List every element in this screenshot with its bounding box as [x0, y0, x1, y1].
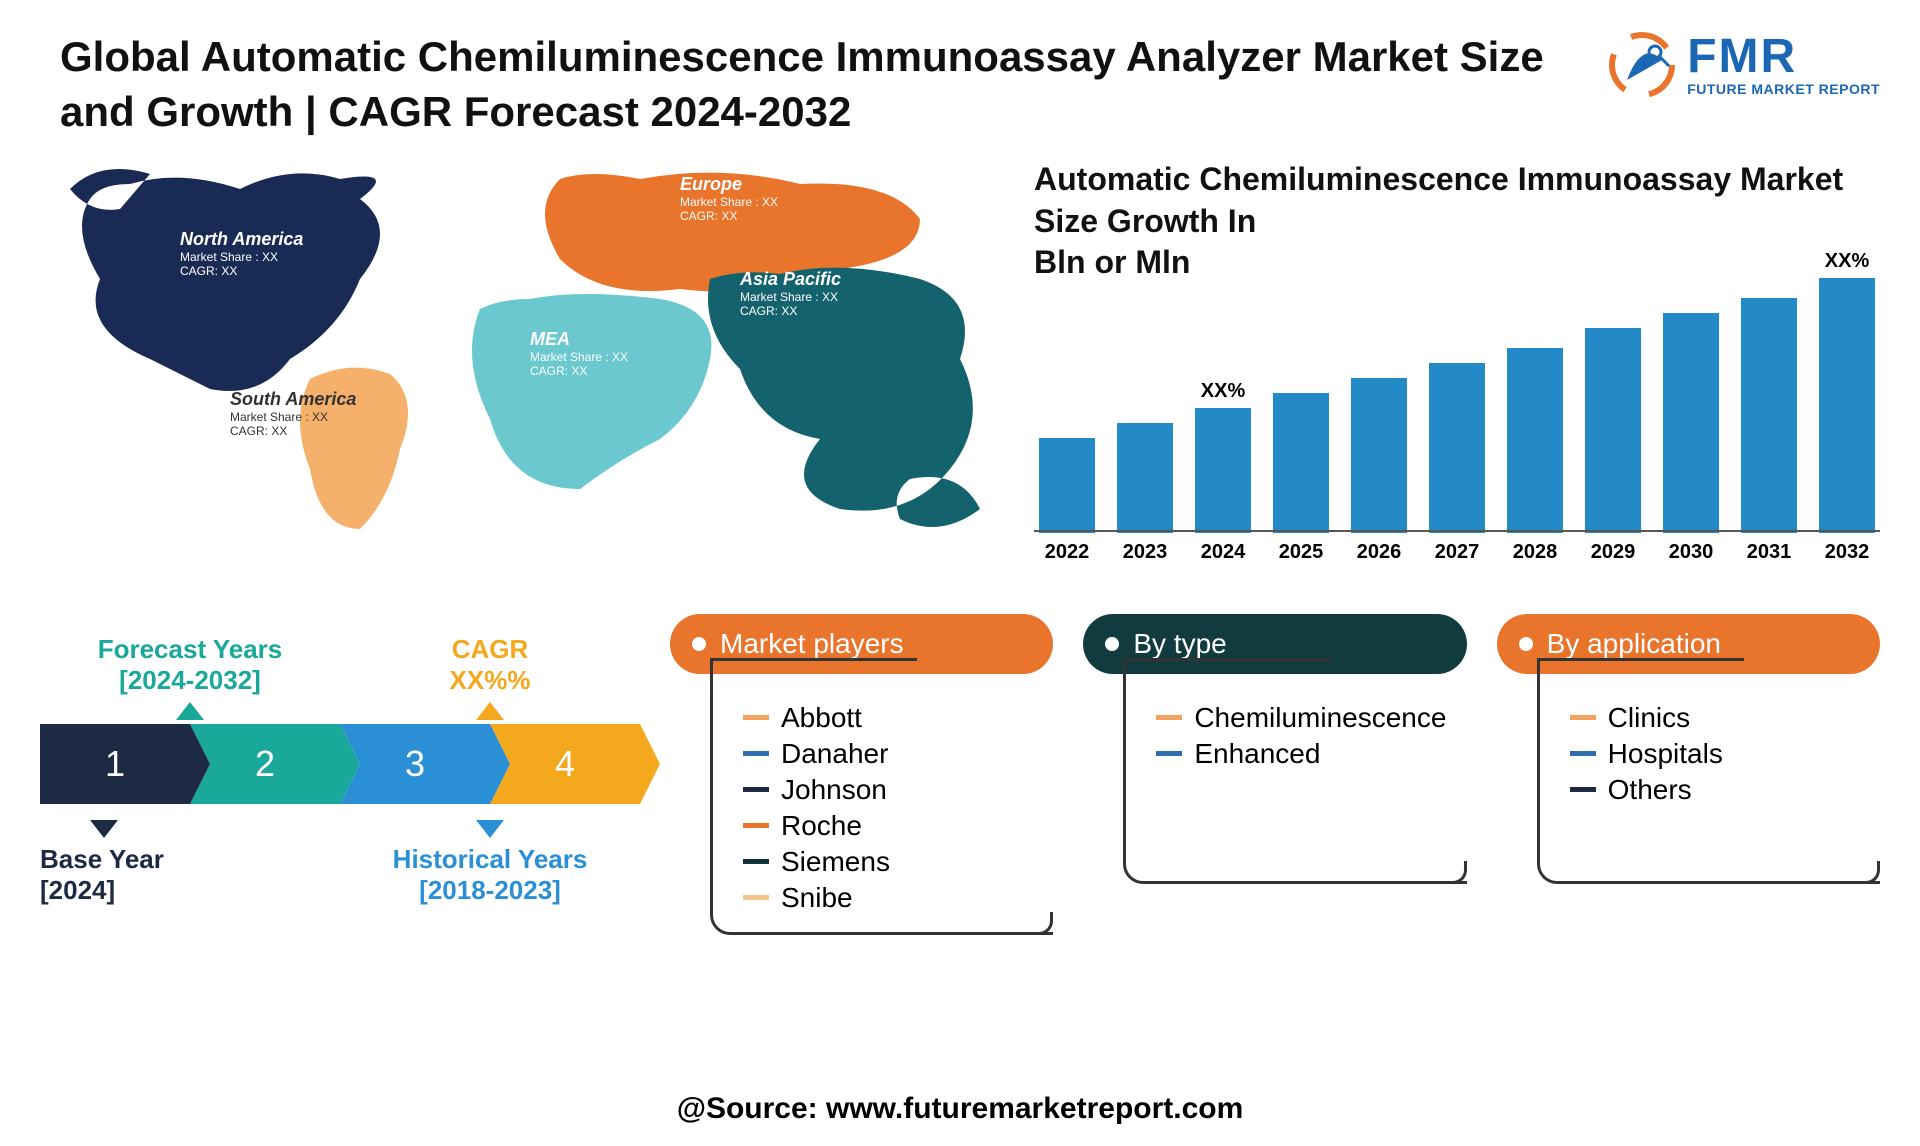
map-label-mea: MEAMarket Share : XXCAGR: XX — [530, 329, 628, 378]
list-item: Danaher — [743, 738, 1053, 770]
map-label-eu: EuropeMarket Share : XXCAGR: XX — [680, 174, 778, 223]
logo: FMR FUTURE MARKET REPORT — [1607, 30, 1880, 100]
bar-2029: 2029 — [1580, 300, 1646, 564]
list-item: Roche — [743, 810, 1053, 842]
dash-icon — [743, 895, 769, 900]
bar-2031: 2031 — [1736, 270, 1802, 564]
list-item: Hospitals — [1570, 738, 1880, 770]
bar-2028: 2028 — [1502, 320, 1568, 564]
cagr-label: CAGR XX%% — [340, 634, 640, 724]
growth-bar-chart: Automatic Chemiluminescence Immunoassay … — [1034, 159, 1880, 564]
page-title: Global Automatic Chemiluminescence Immun… — [60, 30, 1560, 139]
dot-icon — [1519, 637, 1533, 651]
logo-text-main: FMR — [1687, 33, 1880, 81]
dash-icon — [743, 859, 769, 864]
bar-2024: XX%2024 — [1190, 380, 1256, 564]
forecast-label: Forecast Years [2024-2032] — [40, 634, 340, 724]
bar-2032: XX%2032 — [1814, 250, 1880, 564]
dash-icon — [743, 787, 769, 792]
historical-label: Historical Years [2018-2023] — [340, 814, 640, 934]
chevron-step-3: 3 — [340, 724, 490, 804]
list-item: Abbott — [743, 702, 1053, 734]
arrow-up-icon — [176, 702, 204, 720]
world-map: North AmericaMarket Share : XXCAGR: XX So… — [60, 159, 994, 519]
chevron-step-4: 4 — [490, 724, 640, 804]
list-item: Others — [1570, 774, 1880, 806]
map-region-na — [70, 169, 380, 391]
bar-2022: 2022 — [1034, 410, 1100, 564]
bar-2025: 2025 — [1268, 365, 1334, 564]
market-players-column: Market players AbbottDanaherJohnsonRoche… — [670, 614, 1053, 935]
map-label-na: North AmericaMarket Share : XXCAGR: XX — [180, 229, 303, 278]
by-application-column: By application ClinicsHospitalsOthers — [1497, 614, 1880, 935]
list-item: Chemiluminescence — [1156, 702, 1466, 734]
arrow-up-icon — [476, 702, 504, 720]
by-type-column: By type ChemiluminescenceEnhanced — [1083, 614, 1466, 935]
dot-icon — [1105, 637, 1119, 651]
source-attribution: @Source: www.futuremarketreport.com — [0, 1092, 1920, 1126]
dash-icon — [1156, 751, 1182, 756]
dash-icon — [743, 715, 769, 720]
map-region-mea — [472, 294, 711, 489]
base-year-label: Base Year [2024] — [40, 814, 340, 934]
dash-icon — [743, 823, 769, 828]
chevron-step-1: 1 — [40, 724, 190, 804]
list-item: Johnson — [743, 774, 1053, 806]
list-item: Clinics — [1570, 702, 1880, 734]
bar-2030: 2030 — [1658, 285, 1724, 564]
list-item: Snibe — [743, 882, 1053, 914]
arrow-down-icon — [90, 820, 118, 838]
logo-icon — [1607, 30, 1677, 100]
dash-icon — [743, 751, 769, 756]
dash-icon — [1570, 787, 1596, 792]
dash-icon — [1156, 715, 1182, 720]
timeline: Forecast Years [2024-2032] CAGR XX%% 123… — [40, 614, 640, 935]
logo-text-sub: FUTURE MARKET REPORT — [1687, 81, 1880, 97]
chevron-steps: 1234 — [40, 724, 640, 804]
map-label-ap: Asia PacificMarket Share : XXCAGR: XX — [740, 269, 841, 318]
dash-icon — [1570, 715, 1596, 720]
bar-2023: 2023 — [1112, 395, 1178, 564]
dot-icon — [692, 637, 706, 651]
dash-icon — [1570, 751, 1596, 756]
list-item: Siemens — [743, 846, 1053, 878]
chart-title: Automatic Chemiluminescence Immunoassay … — [1034, 159, 1880, 284]
chevron-step-2: 2 — [190, 724, 340, 804]
list-item: Enhanced — [1156, 738, 1466, 770]
map-label-sa: South AmericaMarket Share : XXCAGR: XX — [230, 389, 356, 438]
arrow-down-icon — [476, 820, 504, 838]
